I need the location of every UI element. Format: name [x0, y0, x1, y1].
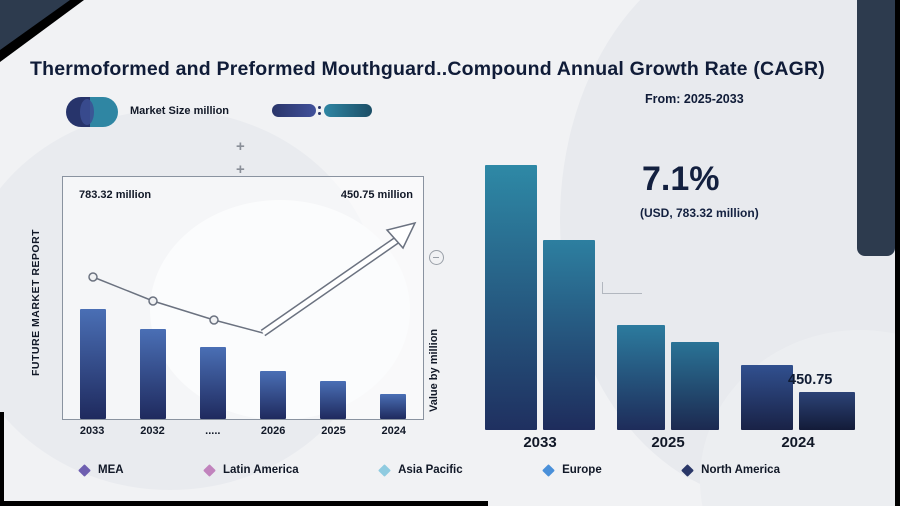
legend-diamond-icon: [203, 463, 216, 477]
left-chart-x-label: .....: [205, 425, 221, 437]
right-chart-bar: [799, 392, 855, 430]
right-chart-x-label: 2033: [523, 434, 557, 451]
right-chart-bar: [741, 365, 793, 430]
circle-minus-icon: [429, 250, 444, 265]
right-chart-bar: [617, 325, 665, 430]
legend-item: Europe: [542, 463, 602, 477]
left-chart-panel: 783.32 million 450.75 million: [62, 176, 424, 420]
left-chart-bar: [80, 309, 106, 419]
legend-item: Latin America: [203, 463, 299, 477]
legend-diamond-icon: [378, 463, 391, 477]
left-edge-strip: [0, 412, 4, 506]
left-chart-bar: [140, 329, 166, 419]
legend-label: Asia Pacific: [398, 464, 463, 476]
right-chart-bar: [543, 240, 595, 430]
right-chart-bars: 2024 2025 2033: [470, 150, 870, 451]
market-size-legend-label: Market Size million: [130, 105, 230, 117]
left-chart-xlabels: 2033 2032..... 2026 2025 2024: [62, 425, 424, 437]
left-chart-x-label: 2032: [140, 425, 165, 437]
trend-line-arrow: [88, 221, 417, 337]
left-chart-x-label: 2025: [321, 425, 346, 437]
pill-separator-dot: [318, 106, 321, 109]
left-chart-end-value: 450.75 million: [340, 189, 413, 201]
legend-label: Latin America: [223, 464, 299, 476]
legend-label: Europe: [562, 464, 602, 476]
legend-diamond-icon: [78, 463, 91, 477]
legend-diamond-icon: [542, 463, 555, 477]
right-chart-x-label: 2024: [781, 434, 815, 451]
left-chart-x-label: 2024: [381, 425, 407, 437]
forecast-period: From: 2025-2033: [645, 92, 744, 106]
cagr-caption: (USD, 783.32 million): [640, 206, 759, 220]
left-chart-start-value: 783.32 million: [79, 189, 152, 201]
right-chart-x-label: 2025: [651, 434, 685, 451]
right-edge-strip: [895, 0, 900, 506]
scale-pill-navy: [272, 104, 316, 117]
left-chart-bar: [200, 347, 226, 419]
page-title: Thermoformed and Preformed Mouthguard..C…: [30, 58, 825, 80]
bottom-legend: MEA Latin America Asia Pacific Europe North …: [78, 463, 780, 477]
left-chart-bar: [320, 381, 346, 419]
left-chart-bar: [380, 394, 406, 419]
plus-icon: +: [236, 161, 245, 178]
step-line-decoration: [602, 282, 642, 294]
right-chart-bar: [485, 165, 537, 430]
left-chart-y-axis-label: FUTURE MARKET REPORT: [30, 228, 42, 376]
right-chart-y-axis-label: Value by million: [428, 328, 440, 412]
database-cylinder-icon: [66, 97, 118, 127]
legend-item: Asia Pacific: [378, 463, 463, 477]
left-chart-x-label: 2026: [260, 425, 286, 437]
legend-label: North America: [701, 464, 780, 476]
cagr-value: 7.1%: [642, 160, 720, 198]
bottom-edge-strip: [0, 501, 488, 506]
legend-item: MEA: [78, 463, 124, 477]
right-chart-bar: [671, 342, 719, 430]
legend-diamond-icon: [681, 463, 695, 477]
value-callout: 450.75: [788, 372, 833, 388]
plus-icon: +: [236, 138, 245, 155]
legend-item: North America: [681, 463, 780, 477]
corner-accent-shape: [0, 0, 70, 50]
right-accent-bar: [857, 0, 895, 256]
left-chart-x-label: 2033: [79, 425, 105, 437]
left-chart-bars: [63, 269, 423, 419]
pill-separator-dot: [318, 112, 321, 115]
legend-label: MEA: [98, 464, 124, 476]
scale-pill-teal: [324, 104, 372, 117]
left-chart-bar: [260, 371, 286, 419]
